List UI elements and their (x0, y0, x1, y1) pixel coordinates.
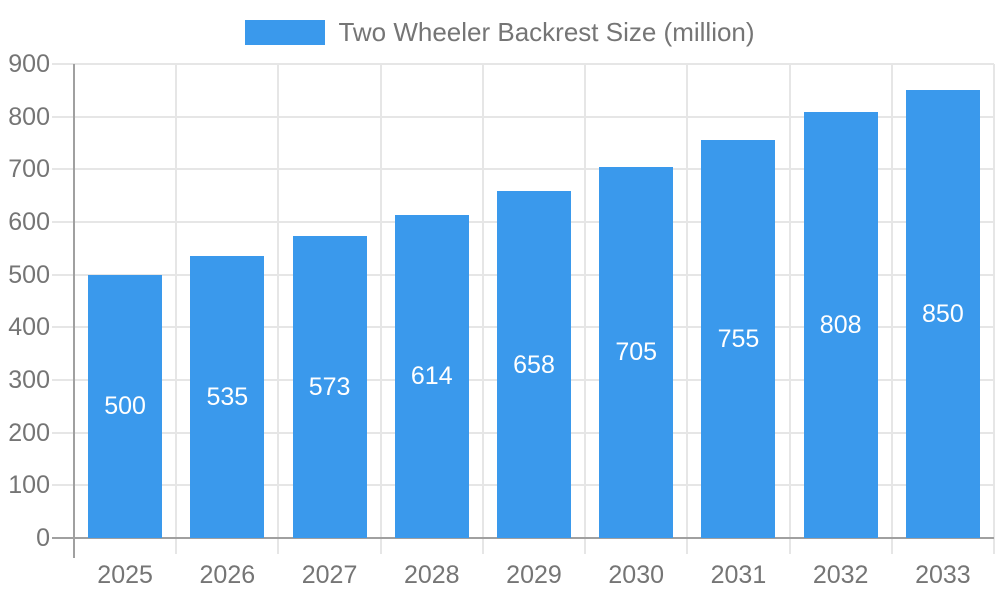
h-gridline (52, 115, 994, 118)
y-tick-label: 700 (8, 155, 50, 184)
x-axis-tick (277, 538, 280, 554)
x-tick-label: 2033 (915, 561, 971, 589)
x-tick-label: 2031 (710, 561, 767, 589)
y-axis-line (73, 64, 75, 558)
bar-2029[interactable] (497, 191, 571, 538)
h-gridline (52, 168, 994, 171)
x-tick-label: 2026 (199, 561, 256, 589)
h-gridline (52, 63, 994, 65)
v-gridline (993, 64, 995, 538)
v-gridline (481, 64, 484, 538)
bar-2030[interactable] (599, 166, 674, 538)
legend[interactable]: Two Wheeler Backrest Size (million) (0, 17, 1000, 47)
x-axis-tick (175, 538, 178, 554)
x-axis-line (52, 537, 994, 539)
x-axis-tick (584, 538, 587, 554)
v-gridline (379, 64, 382, 538)
v-gridline (788, 64, 791, 538)
bar-2028[interactable] (394, 214, 469, 538)
y-tick-label: 600 (8, 208, 50, 236)
y-tick-label: 200 (8, 418, 50, 447)
y-tick-label: 800 (8, 102, 50, 131)
y-tick-label: 100 (8, 471, 50, 500)
y-tick-label: 900 (8, 50, 50, 78)
legend-swatch-icon[interactable] (245, 19, 326, 45)
x-tick-label: 2027 (301, 561, 358, 589)
x-tick-label: 2029 (506, 561, 562, 589)
bar-2027[interactable] (292, 236, 367, 538)
x-tick-label: 2030 (608, 561, 665, 589)
x-axis-tick (481, 538, 484, 554)
x-tick-label: 2032 (812, 561, 869, 589)
bar-2025[interactable] (88, 274, 163, 538)
y-tick-label: 500 (8, 260, 50, 289)
v-gridline (890, 64, 893, 538)
bar-2032[interactable] (803, 112, 878, 538)
v-gridline (686, 64, 689, 538)
x-axis-tick (890, 538, 893, 554)
legend-label[interactable]: Two Wheeler Backrest Size (million) (338, 17, 755, 47)
x-tick-label: 2028 (403, 561, 460, 589)
x-axis-tick (993, 538, 995, 554)
bar-2026[interactable] (190, 256, 265, 538)
bar-2033[interactable] (905, 90, 980, 538)
x-axis-tick (379, 538, 382, 554)
y-tick-label: 0 (36, 524, 50, 552)
v-gridline (584, 64, 587, 538)
v-gridline (277, 64, 280, 538)
bar-2031[interactable] (701, 140, 776, 538)
y-tick-label: 300 (8, 366, 50, 394)
x-axis-tick (788, 538, 791, 554)
x-axis-tick (686, 538, 689, 554)
x-tick-label: 2025 (97, 561, 153, 589)
y-tick-label: 400 (8, 313, 50, 342)
v-gridline (175, 64, 178, 538)
